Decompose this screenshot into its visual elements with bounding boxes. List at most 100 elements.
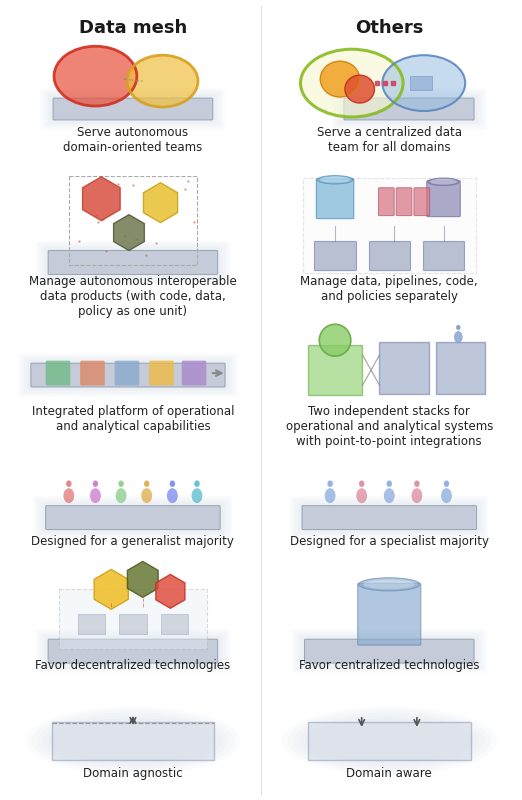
Ellipse shape (454, 331, 462, 343)
Ellipse shape (317, 176, 353, 184)
Ellipse shape (383, 55, 465, 111)
Bar (436, 342, 485, 394)
FancyBboxPatch shape (42, 90, 223, 129)
Text: Favor centralized technologies: Favor centralized technologies (299, 659, 480, 672)
FancyBboxPatch shape (31, 363, 225, 387)
Ellipse shape (411, 488, 422, 503)
Ellipse shape (63, 488, 74, 503)
FancyBboxPatch shape (299, 503, 480, 532)
FancyBboxPatch shape (46, 93, 220, 126)
FancyBboxPatch shape (41, 245, 224, 280)
Ellipse shape (192, 488, 203, 503)
FancyBboxPatch shape (378, 188, 394, 216)
FancyBboxPatch shape (44, 91, 222, 127)
FancyBboxPatch shape (115, 361, 139, 386)
Bar (78, 614, 105, 634)
Text: Others: Others (355, 19, 423, 38)
FancyBboxPatch shape (24, 358, 232, 393)
FancyBboxPatch shape (45, 248, 221, 277)
Ellipse shape (49, 718, 217, 763)
Text: Domain aware: Domain aware (347, 766, 432, 780)
Text: Serve a centralized data
team for all domains: Serve a centralized data team for all do… (317, 126, 462, 154)
Ellipse shape (430, 179, 457, 185)
FancyBboxPatch shape (295, 632, 483, 670)
Ellipse shape (444, 481, 449, 487)
FancyBboxPatch shape (45, 506, 220, 530)
Ellipse shape (305, 718, 473, 763)
Text: Designed for a generalist majority: Designed for a generalist majority (31, 534, 234, 547)
FancyBboxPatch shape (293, 498, 485, 537)
FancyBboxPatch shape (289, 496, 489, 539)
FancyBboxPatch shape (333, 90, 485, 129)
Ellipse shape (320, 177, 350, 182)
FancyBboxPatch shape (40, 88, 226, 130)
FancyBboxPatch shape (53, 98, 213, 120)
Ellipse shape (127, 55, 198, 107)
Bar (410, 76, 432, 90)
Ellipse shape (90, 488, 101, 503)
FancyBboxPatch shape (297, 502, 481, 534)
FancyBboxPatch shape (28, 361, 228, 390)
Polygon shape (144, 182, 177, 222)
Ellipse shape (66, 481, 72, 487)
Ellipse shape (327, 481, 333, 487)
Ellipse shape (456, 325, 460, 330)
Bar (379, 342, 429, 394)
FancyBboxPatch shape (48, 639, 218, 663)
Text: Two independent stacks for
operational and analytical systems
with point-to-poin: Two independent stacks for operational a… (286, 405, 493, 448)
Bar (161, 614, 188, 634)
Ellipse shape (321, 61, 360, 97)
Ellipse shape (170, 481, 175, 487)
FancyBboxPatch shape (294, 630, 485, 671)
FancyBboxPatch shape (39, 500, 227, 535)
FancyBboxPatch shape (35, 497, 231, 538)
FancyBboxPatch shape (20, 354, 236, 395)
FancyBboxPatch shape (37, 498, 229, 537)
Bar (303, 178, 476, 273)
FancyBboxPatch shape (182, 361, 206, 386)
Ellipse shape (301, 50, 403, 117)
FancyBboxPatch shape (45, 361, 70, 386)
Polygon shape (127, 562, 158, 598)
FancyBboxPatch shape (22, 356, 234, 394)
FancyBboxPatch shape (43, 503, 223, 532)
Ellipse shape (345, 75, 374, 103)
Ellipse shape (288, 710, 491, 772)
Polygon shape (82, 177, 120, 221)
Bar (314, 241, 356, 270)
Ellipse shape (359, 481, 364, 487)
FancyBboxPatch shape (292, 630, 487, 673)
Ellipse shape (93, 481, 98, 487)
FancyBboxPatch shape (341, 95, 477, 122)
FancyBboxPatch shape (358, 583, 421, 645)
FancyBboxPatch shape (396, 188, 412, 216)
FancyBboxPatch shape (300, 635, 479, 667)
Text: Designed for a specialist majority: Designed for a specialist majority (290, 534, 489, 547)
Bar (59, 590, 207, 649)
Polygon shape (156, 574, 185, 608)
Ellipse shape (194, 481, 200, 487)
FancyBboxPatch shape (37, 242, 229, 283)
Bar (423, 241, 464, 270)
Ellipse shape (167, 488, 178, 503)
Ellipse shape (141, 488, 152, 503)
Ellipse shape (441, 488, 452, 503)
Ellipse shape (325, 488, 336, 503)
FancyBboxPatch shape (335, 91, 483, 127)
Ellipse shape (294, 713, 485, 770)
FancyBboxPatch shape (344, 98, 474, 120)
Text: Data mesh: Data mesh (79, 19, 187, 38)
Ellipse shape (31, 710, 234, 772)
Text: Domain agnostic: Domain agnostic (83, 766, 183, 780)
FancyBboxPatch shape (427, 181, 460, 217)
Ellipse shape (384, 488, 395, 503)
FancyBboxPatch shape (33, 496, 233, 539)
Ellipse shape (387, 481, 392, 487)
Bar (119, 614, 147, 634)
FancyBboxPatch shape (149, 361, 174, 386)
FancyBboxPatch shape (41, 502, 225, 534)
FancyBboxPatch shape (35, 630, 231, 673)
Text: Integrated platform of operational
and analytical capabilities: Integrated platform of operational and a… (32, 405, 234, 433)
Ellipse shape (26, 706, 241, 775)
Bar (69, 176, 197, 266)
